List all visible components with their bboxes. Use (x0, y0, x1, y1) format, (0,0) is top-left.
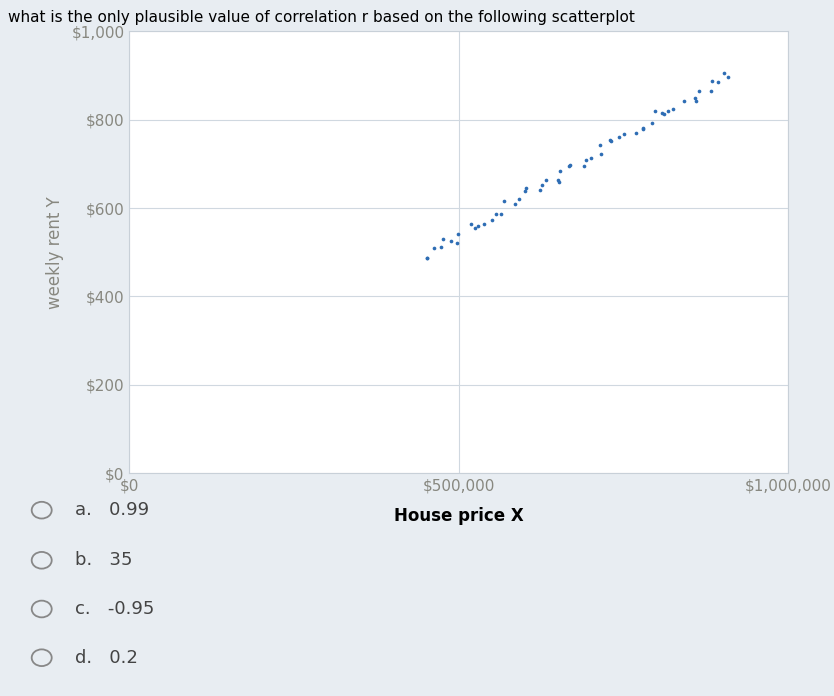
Point (520, 182, 533, 193)
Point (551, 175, 565, 186)
Point (645, 117, 658, 128)
Point (630, 127, 643, 139)
Point (519, 186, 532, 197)
Point (471, 221, 485, 232)
Point (580, 155, 593, 166)
Point (469, 222, 482, 233)
Point (656, 107, 669, 118)
Point (489, 209, 502, 220)
Point (451, 228, 465, 239)
Point (420, 252, 434, 263)
Point (711, 76, 725, 87)
Point (497, 196, 510, 207)
Point (692, 85, 706, 96)
Point (534, 185, 547, 196)
Text: a.   0.99: a. 0.99 (75, 501, 149, 519)
Point (689, 95, 702, 106)
Point (661, 105, 674, 116)
Point (478, 219, 491, 230)
Point (445, 236, 458, 247)
Point (577, 161, 590, 172)
Text: d.   0.2: d. 0.2 (75, 649, 138, 667)
Point (658, 108, 671, 119)
Point (535, 180, 549, 191)
Point (450, 238, 463, 249)
Point (636, 124, 650, 135)
Point (554, 165, 567, 176)
Point (666, 103, 680, 114)
Point (420, 253, 434, 264)
Point (636, 122, 650, 134)
Point (721, 72, 735, 83)
Text: c.   -0.95: c. -0.95 (75, 600, 154, 618)
Text: b.   35: b. 35 (75, 551, 133, 569)
Text: what is the only plausible value of correlation r based on the following scatter: what is the only plausible value of corr… (8, 10, 636, 26)
Point (508, 198, 521, 209)
Point (605, 135, 618, 146)
Point (595, 148, 608, 159)
Y-axis label: weekly rent Y: weekly rent Y (47, 196, 64, 308)
Point (436, 234, 450, 245)
Point (552, 177, 565, 188)
Point (562, 161, 575, 172)
Point (717, 68, 731, 79)
X-axis label: House price X: House price X (394, 507, 524, 525)
Point (706, 75, 719, 86)
Point (540, 175, 553, 186)
Point (485, 214, 499, 226)
Point (464, 219, 477, 230)
Point (678, 95, 691, 106)
Point (617, 128, 631, 139)
Point (434, 242, 447, 253)
Point (584, 152, 597, 164)
Point (563, 159, 576, 171)
Point (603, 135, 616, 146)
Point (593, 139, 606, 150)
Point (513, 193, 526, 205)
Point (705, 86, 718, 97)
Point (648, 106, 661, 117)
Point (688, 92, 701, 103)
Point (427, 243, 440, 254)
Point (495, 208, 508, 219)
Point (613, 132, 626, 143)
